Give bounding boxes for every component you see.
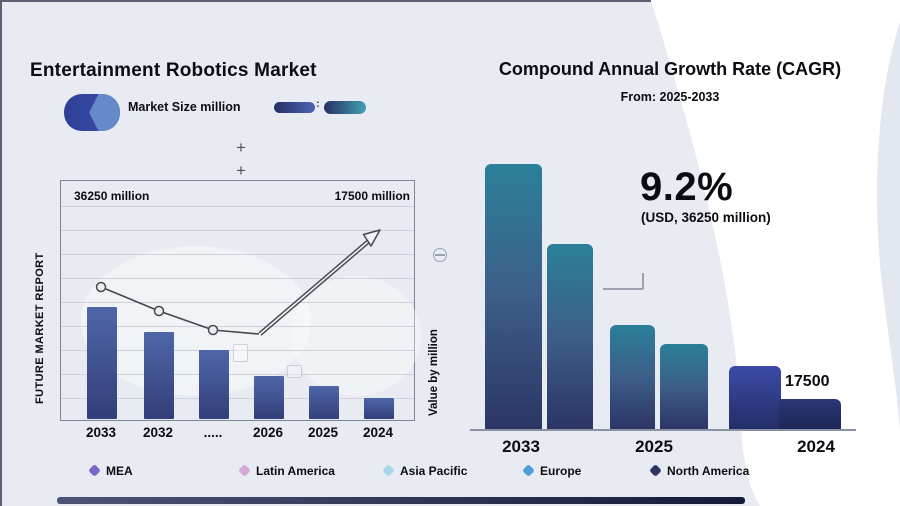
legend-label: Asia Pacific — [400, 464, 468, 478]
x-axis-label: 2033 — [502, 437, 540, 456]
plus-mark-icon: + — [236, 161, 246, 180]
market-size-bar — [87, 307, 117, 419]
market-size-label: Market Size million — [128, 100, 241, 114]
legend-label: Europe — [540, 464, 582, 478]
page-title: Entertainment Robotics Market — [30, 60, 317, 81]
cagr-bar — [485, 164, 542, 429]
market-size-bar — [199, 350, 229, 419]
frame-left-line — [0, 0, 2, 506]
ratio-pill-left — [274, 102, 315, 113]
gridline — [61, 350, 414, 351]
frame-top-line — [0, 0, 651, 2]
x-axis-label: 2033 — [85, 425, 117, 440]
min-value-label: 17500 million — [334, 189, 410, 203]
ratio-pill-right — [324, 101, 366, 114]
max-value-label: 36250 million — [74, 189, 150, 203]
minus-circle-icon — [433, 248, 447, 262]
plus-mark-icon: + — [236, 138, 246, 157]
corner-line — [642, 273, 644, 289]
x-axis-label: 2024 — [797, 437, 835, 456]
cagr-bar — [547, 244, 593, 429]
cagr-value: 9.2% — [640, 165, 734, 209]
market-size-bar — [254, 376, 284, 419]
background-blob — [291, 276, 421, 396]
cagr-bar — [779, 399, 841, 429]
x-axis-label: 2032 — [142, 425, 174, 440]
watermark-doc-icon — [233, 344, 248, 362]
legend-label: MEA — [106, 464, 133, 478]
cagr-bar — [660, 344, 708, 429]
trend-line-arrow — [95, 229, 381, 336]
value-axis-label: Value by million — [428, 329, 440, 416]
bottom-accent-bar — [57, 497, 745, 504]
legend-label: Latin America — [256, 464, 335, 478]
x-axis-line — [470, 429, 856, 431]
gridline — [61, 302, 414, 303]
cagr-subtitle: From: 2025-2033 — [620, 90, 720, 104]
cagr-bar — [610, 325, 655, 429]
gridline — [61, 398, 414, 399]
corner-line — [603, 288, 643, 290]
gridline — [61, 254, 414, 255]
x-axis-label: 2025 — [307, 425, 339, 440]
market-size-bar — [309, 386, 339, 419]
market-size-bar — [364, 398, 394, 419]
gridline — [61, 374, 414, 375]
x-axis-label: 2025 — [635, 437, 673, 456]
x-axis-label: ..... — [203, 425, 223, 440]
market-size-bar — [144, 332, 174, 419]
watermark-doc-icon — [287, 365, 302, 378]
x-axis-label: 2024 — [362, 425, 394, 440]
ratio-separator: : — [316, 98, 320, 110]
gridline — [61, 278, 414, 279]
cagr-bar — [729, 366, 781, 429]
cagr-title: Compound Annual Growth Rate (CAGR) — [498, 59, 842, 79]
market-size-chart — [60, 180, 421, 421]
x-axis-label: 2026 — [252, 425, 284, 440]
legend-label: North America — [667, 464, 750, 478]
gridline — [61, 206, 414, 207]
database-cylinder-icon — [64, 94, 120, 131]
cagr-basis: (USD, 36250 million) — [641, 210, 771, 225]
gridline — [61, 326, 414, 327]
cylinder-highlight — [89, 94, 120, 131]
value-annotation: 17500 — [785, 373, 830, 390]
gridline — [61, 230, 414, 231]
future-market-report-watermark: FUTURE MARKET REPORT — [34, 252, 46, 404]
